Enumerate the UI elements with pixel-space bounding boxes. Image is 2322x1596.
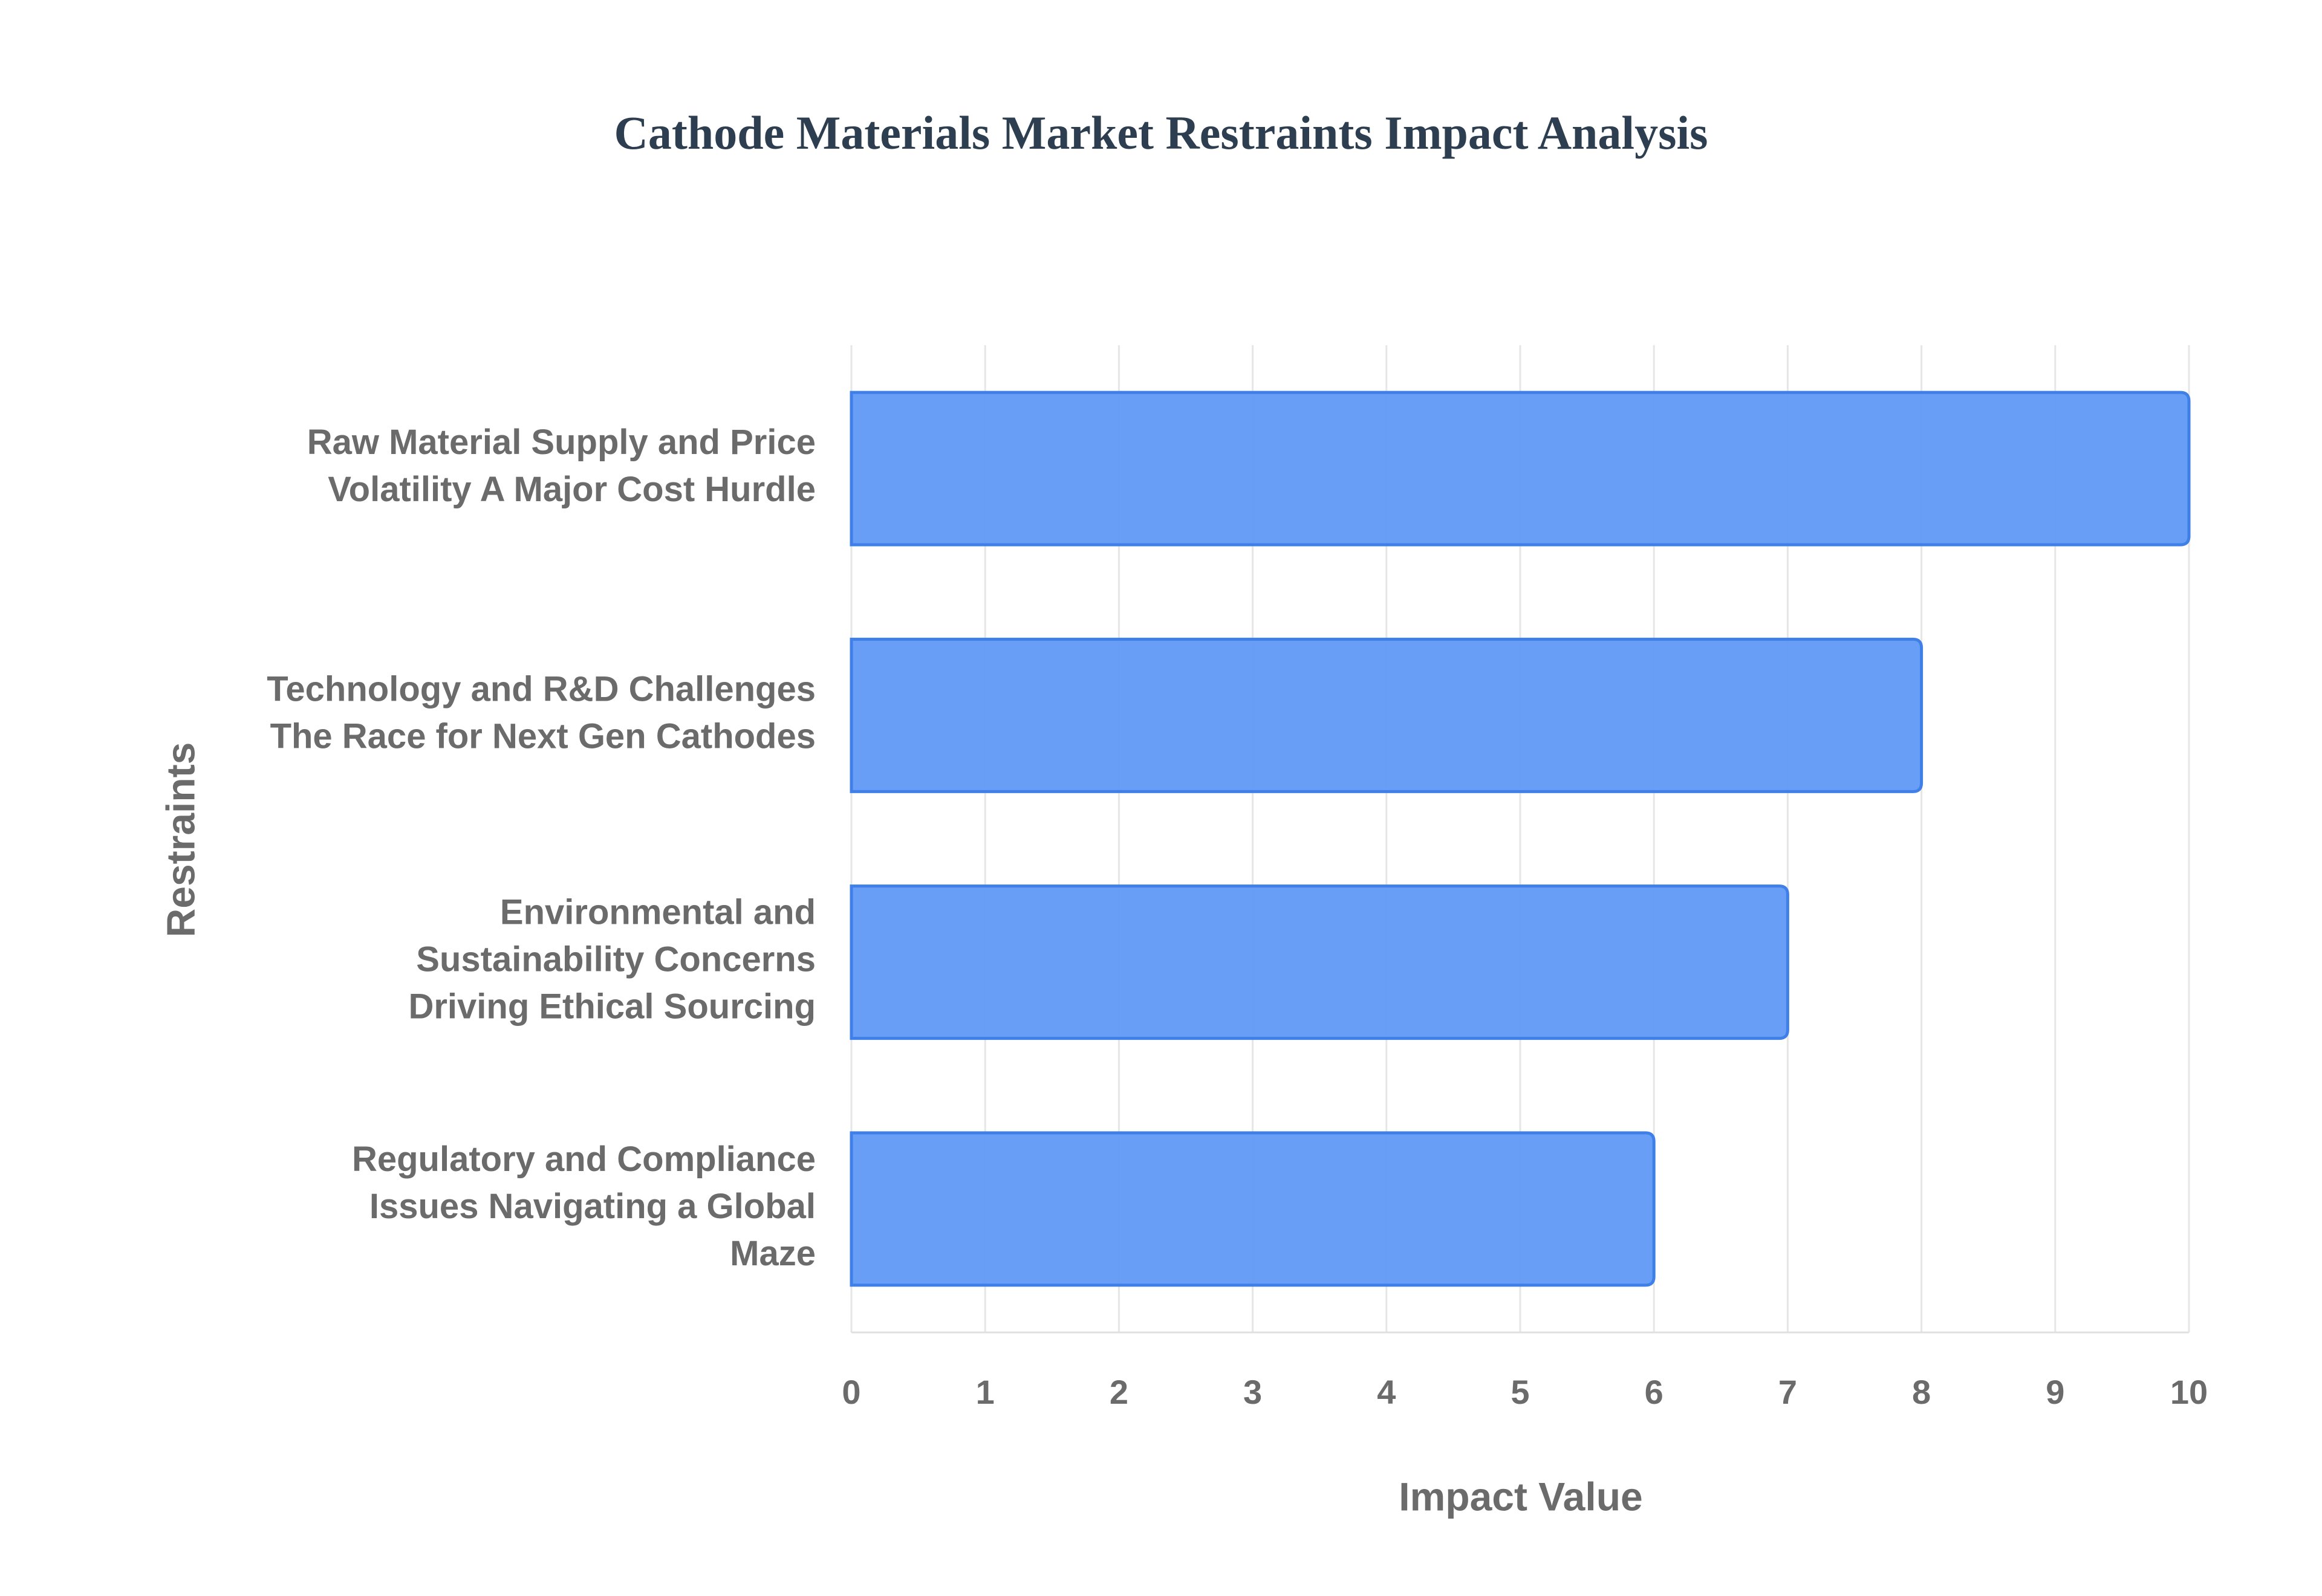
x-tick-label: 6 [1645,1373,1663,1411]
x-tick-label: 4 [1377,1373,1396,1411]
bar [850,637,1924,793]
y-axis-title: Restraints [158,742,203,938]
y-tick-label: Environmental and Sustainability Concerns… [408,893,816,1027]
y-tick-label: Regulatory and Compliance Issues Navigati… [352,1140,816,1273]
bar [850,391,2191,547]
x-tick-label: 2 [1110,1373,1128,1411]
x-tick-label: 7 [1778,1373,1797,1411]
x-tick-label: 8 [1912,1373,1931,1411]
x-tick-label: 1 [976,1373,995,1411]
y-tick-label: Technology and R&D Challenges The Race fo… [267,670,816,756]
chart-title: Cathode Materials Market Restraints Impa… [614,106,1708,159]
x-tick-label: 9 [2046,1373,2064,1411]
x-tick-label: 0 [842,1373,860,1411]
x-tick-label: 10 [2170,1373,2208,1411]
x-axis-title: Impact Value [1399,1474,1643,1519]
x-tick-label: 3 [1243,1373,1262,1411]
y-tick-label: Raw Material Supply and Price Volatility … [307,423,816,509]
x-tick-label: 5 [1511,1373,1529,1411]
bar [850,1131,1656,1287]
bar [850,884,1789,1040]
